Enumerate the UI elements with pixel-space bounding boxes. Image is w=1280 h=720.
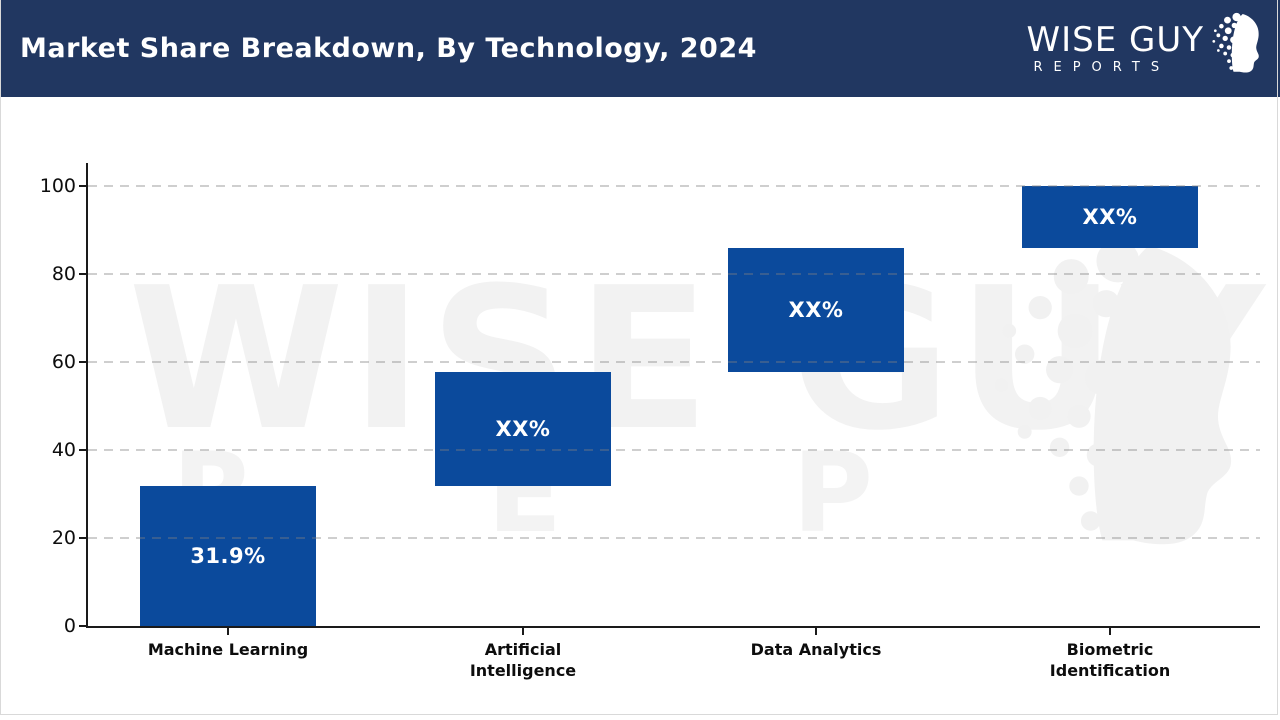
gridline-60 xyxy=(88,361,1260,363)
category-label: Data Analytics xyxy=(750,640,882,659)
bar-segment xyxy=(140,485,316,626)
page-title: Market Share Breakdown, By Technology, 2… xyxy=(20,33,757,64)
wise-guy-logo: WISE GUY REPORTS xyxy=(1026,8,1268,90)
y-tick-label: 100 xyxy=(39,175,76,197)
logo-text: WISE GUY REPORTS xyxy=(1026,19,1204,76)
y-tick-label: 20 xyxy=(51,527,76,549)
category-label: Artificial Intelligence xyxy=(469,640,577,680)
bar-value-label: XX% xyxy=(788,297,844,322)
header-bar: Market Share Breakdown, By Technology, 2… xyxy=(0,0,1280,97)
gridline-40 xyxy=(88,449,1260,451)
gridline-100 xyxy=(88,185,1260,187)
bar-segment xyxy=(728,247,904,372)
y-tick-label: 40 xyxy=(51,439,76,461)
gridline-20 xyxy=(88,537,1260,539)
bar-value-label: XX% xyxy=(1082,204,1138,229)
y-tick-mark xyxy=(79,537,88,539)
x-tick-mark xyxy=(1109,626,1111,635)
y-tick-label: 0 xyxy=(63,615,76,637)
category-label: Machine Learning xyxy=(147,640,309,659)
bar-segment xyxy=(435,371,611,486)
y-axis-line xyxy=(86,163,88,628)
bar-value-label: 31.9% xyxy=(190,543,266,568)
logo-reports-text: REPORTS xyxy=(1033,60,1171,76)
logo-face-icon xyxy=(1212,12,1259,73)
x-axis-line xyxy=(86,626,1260,628)
y-tick-mark xyxy=(79,361,88,363)
gridline-80 xyxy=(88,273,1260,275)
bar-value-label: XX% xyxy=(495,416,551,441)
category-label: Biometric Identification xyxy=(1049,640,1171,680)
y-tick-label: 60 xyxy=(51,351,76,373)
bar-segment xyxy=(1022,186,1198,248)
logo-wise-guy-text: WISE GUY xyxy=(1026,19,1204,60)
y-tick-mark xyxy=(79,185,88,187)
x-tick-mark xyxy=(815,626,817,635)
y-tick-label: 80 xyxy=(51,263,76,285)
waterfall-chart: 0 20 40 60 80 100 31.9% Machine Learning XX% Arti… xyxy=(0,97,1280,720)
y-tick-mark xyxy=(79,273,88,275)
x-tick-mark xyxy=(227,626,229,635)
x-tick-mark xyxy=(522,626,524,635)
y-tick-mark xyxy=(79,625,88,627)
y-tick-mark xyxy=(79,449,88,451)
